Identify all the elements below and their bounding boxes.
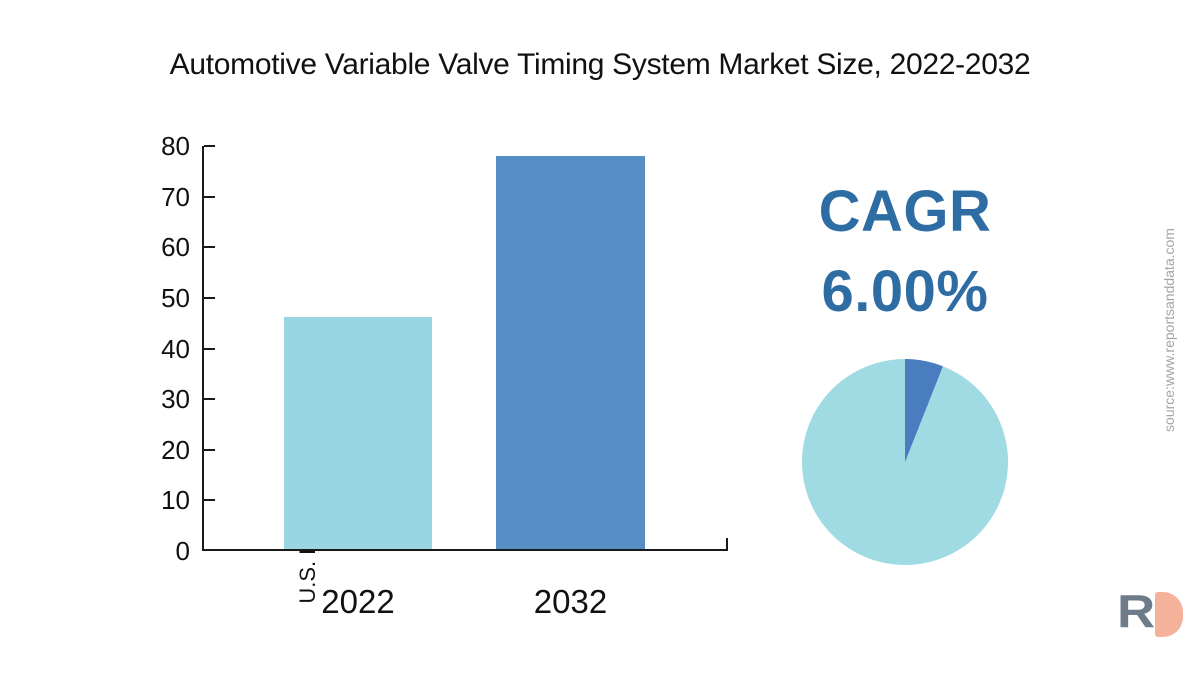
x-axis-line <box>202 549 728 551</box>
y-tick-mark <box>204 499 215 502</box>
y-tick-mark <box>204 448 215 451</box>
y-tick-mark <box>204 398 215 401</box>
y-tick-label: 0 <box>175 536 190 566</box>
logo-d-shape <box>1155 592 1183 637</box>
y-tick-label: 70 <box>161 181 190 212</box>
y-tick-mark <box>204 145 215 147</box>
x-axis-end-tick <box>726 538 728 549</box>
y-tick-mark <box>204 195 215 198</box>
cagr-value: 6.00% <box>821 259 989 324</box>
y-tick-mark <box>204 246 215 249</box>
y-tick-label: 40 <box>161 333 190 364</box>
bar-2022 <box>284 317 432 549</box>
reportsanddata-logo: R <box>1117 588 1189 640</box>
bar-2032 <box>496 156 645 549</box>
y-tick-label: 80 <box>161 131 190 161</box>
y-tick-mark <box>204 347 215 350</box>
y-tick-label: 10 <box>161 485 190 516</box>
source-attribution: source:www.reportsanddata.com <box>1161 228 1177 432</box>
bar-plot-area: U.S. Dollars (In Billion) 2022 2032 0102… <box>161 133 728 620</box>
x-tick-label-2022: 2022 <box>321 583 395 620</box>
x-tick-label-2032: 2032 <box>533 583 608 620</box>
y-axis-line <box>202 146 204 551</box>
logo-letter-r: R <box>1117 585 1156 637</box>
y-tick-label: 20 <box>161 434 190 465</box>
cagr-label: CAGR <box>818 179 992 244</box>
cagr-callout: CAGR 6.00% <box>790 172 1020 332</box>
chart-title: Automotive Variable Valve Timing System … <box>169 48 1031 81</box>
y-tick-label: 30 <box>161 384 190 415</box>
y-tick-mark <box>204 296 215 299</box>
pie-chart <box>802 359 1008 565</box>
y-tick-label: 60 <box>161 232 190 263</box>
y-tick-label: 50 <box>161 282 190 313</box>
